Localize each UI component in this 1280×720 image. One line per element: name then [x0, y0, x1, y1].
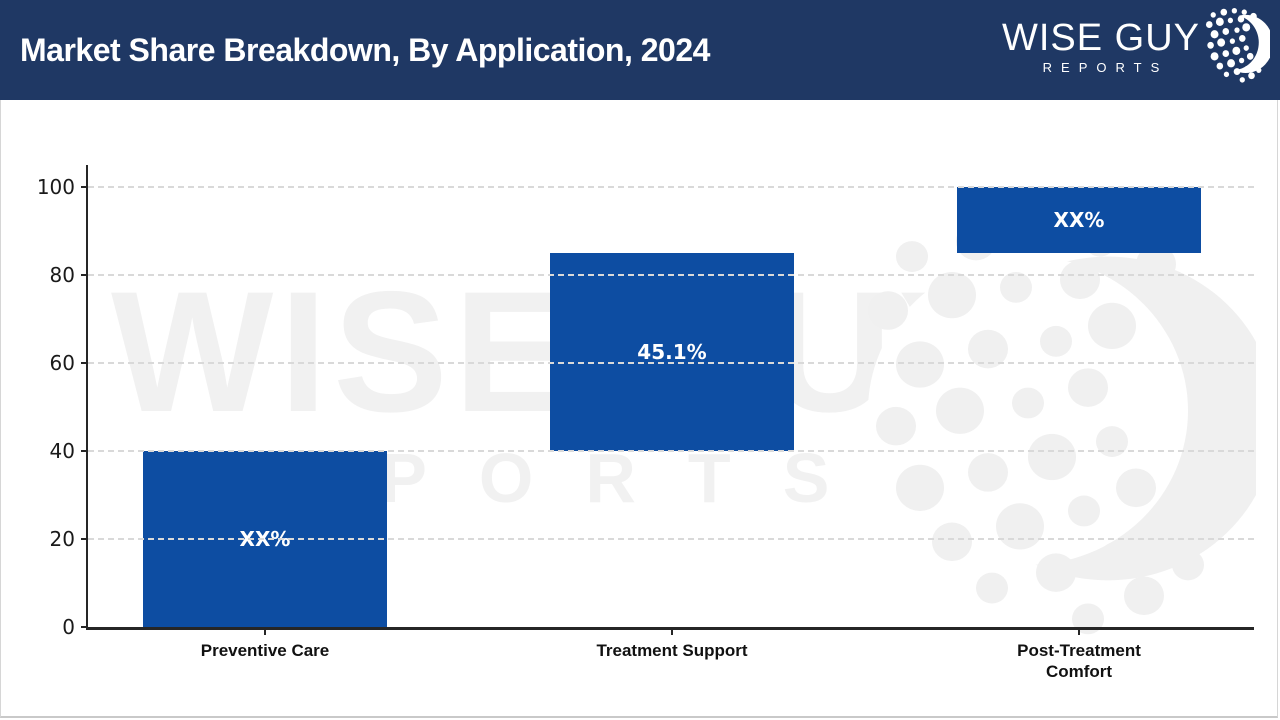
x-tick [1078, 627, 1080, 635]
y-tick-label: 0 [62, 615, 75, 639]
gridline [88, 450, 1254, 452]
head-profile-icon [1205, 8, 1270, 83]
bar-value-label: 45.1% [637, 339, 707, 364]
y-tick-label: 40 [49, 439, 75, 463]
bar-value-label: XX% [1053, 207, 1105, 232]
bar: 45.1% [550, 252, 794, 451]
watermark-head-icon [868, 218, 1256, 635]
x-tick [671, 627, 673, 635]
gridline [88, 274, 1254, 276]
bar: XX% [957, 187, 1201, 253]
brand-wordmark: WISE GUY REPORTS [1002, 18, 1200, 75]
chart-area: WISE GUY REPORTS 0 20 40 60 80 100 XX% 45.1% XX%… [0, 100, 1278, 718]
y-tick [81, 450, 88, 452]
y-tick [81, 274, 88, 276]
header: Market Share Breakdown, By Application, … [0, 0, 1280, 100]
x-axis-category-label: Post-Treatment Comfort [1017, 641, 1141, 681]
y-tick [81, 362, 88, 364]
gridline [88, 186, 1254, 188]
page-title: Market Share Breakdown, By Application, … [20, 31, 710, 68]
x-axis-line [86, 627, 1254, 630]
brand-logo: WISE GUY REPORTS [1002, 8, 1270, 84]
x-tick [264, 627, 266, 635]
brand-subtitle: REPORTS [1042, 59, 1169, 75]
x-axis-category-label: Treatment Support [596, 641, 748, 660]
gridline [88, 538, 1254, 540]
y-tick [81, 626, 88, 628]
gridline [88, 362, 1254, 364]
y-axis-line [86, 165, 88, 629]
brand-name: WISE GUY [1001, 16, 1200, 59]
y-tick [81, 538, 88, 540]
y-tick-label: 60 [49, 351, 75, 375]
y-tick-label: 80 [49, 263, 75, 287]
x-axis-category-label: Preventive Care [200, 641, 330, 660]
y-tick-label: 100 [36, 175, 75, 199]
y-tick [81, 186, 88, 188]
y-tick-label: 20 [49, 527, 75, 551]
